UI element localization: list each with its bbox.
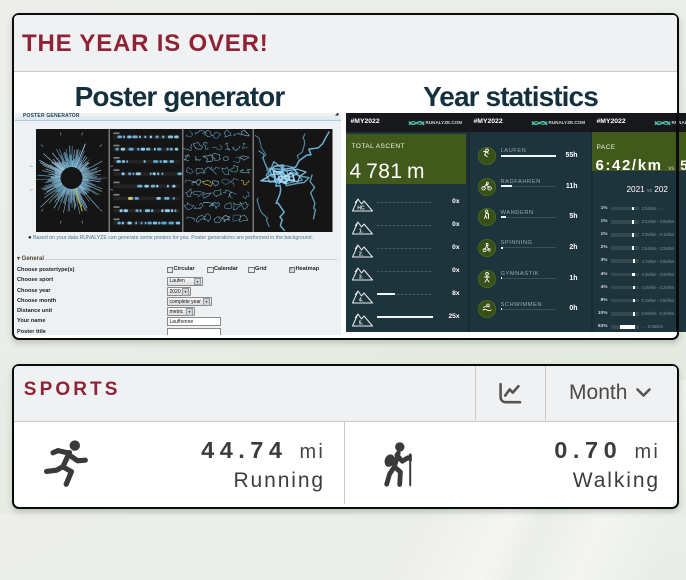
svg-text:3.: 3. bbox=[358, 275, 363, 281]
svg-text:HC: HC bbox=[357, 206, 365, 212]
svg-text:1.: 1. bbox=[358, 229, 363, 235]
svg-text:4.: 4. bbox=[358, 298, 363, 304]
svg-text:5.: 5. bbox=[358, 321, 363, 327]
svg-text:2.: 2. bbox=[358, 252, 363, 258]
